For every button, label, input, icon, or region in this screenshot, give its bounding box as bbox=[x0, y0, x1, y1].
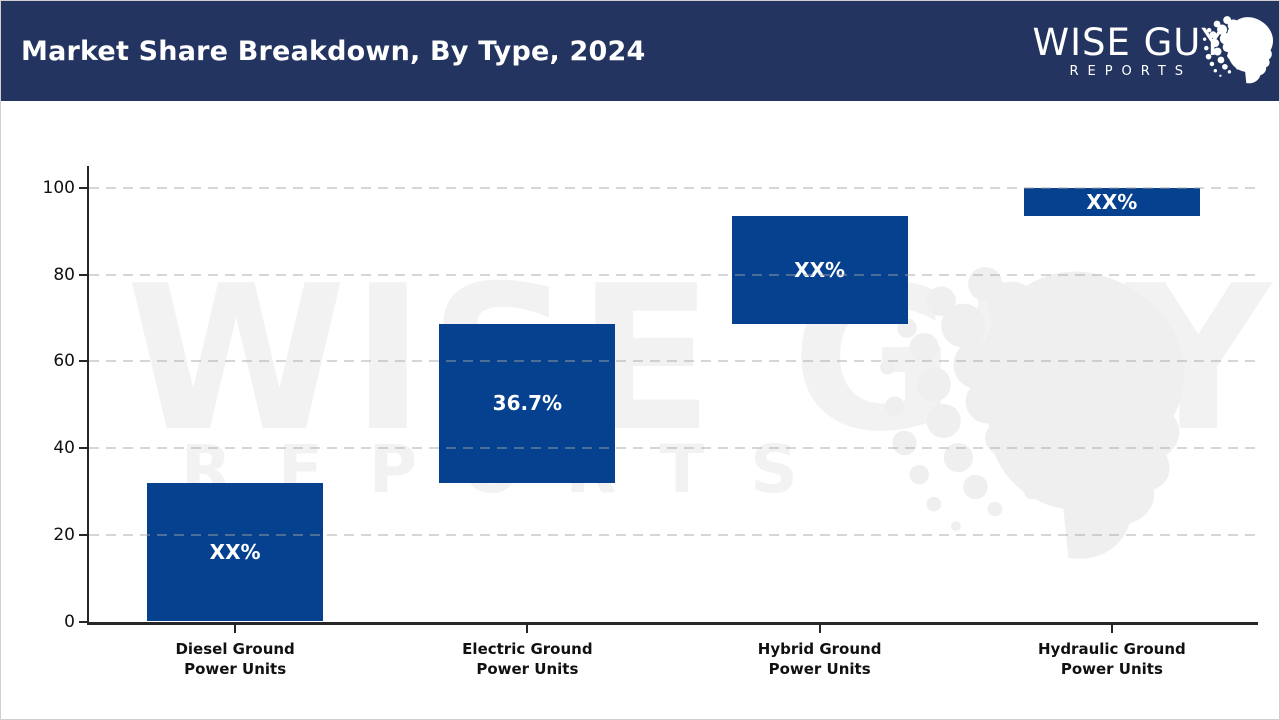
x-axis-category-line: Hybrid Ground bbox=[757, 639, 882, 658]
gridline bbox=[89, 533, 1258, 536]
x-axis-spine bbox=[87, 621, 1258, 625]
brand-subtitle: REPORTS bbox=[1069, 63, 1193, 79]
header-bar: Market Share Breakdown, By Type, 2024 WI… bbox=[1, 1, 1279, 101]
y-axis-tick-label: 60 bbox=[53, 351, 75, 372]
y-axis-tick bbox=[79, 186, 87, 189]
bar-value-label: XX% bbox=[794, 257, 846, 282]
brand-logo: WISE GUY REPORTS bbox=[1032, 8, 1279, 94]
y-axis-tick bbox=[79, 447, 87, 450]
bar-segment: XX% bbox=[147, 482, 324, 622]
bar-segment: XX% bbox=[1023, 187, 1200, 216]
bar-value-label: 36.7% bbox=[492, 391, 563, 416]
y-axis-tick-label: 100 bbox=[42, 177, 75, 198]
bar-segment: XX% bbox=[731, 215, 908, 324]
bar-segment: 36.7% bbox=[439, 323, 616, 483]
gridline bbox=[89, 447, 1258, 450]
x-axis-category-label: Hybrid Ground Power Units bbox=[758, 639, 882, 679]
gridline bbox=[89, 360, 1258, 363]
bar-value-label: XX% bbox=[209, 540, 261, 565]
x-axis-category-line: Power Units bbox=[476, 659, 579, 678]
y-axis-tick bbox=[79, 533, 87, 536]
x-axis-category-line: Power Units bbox=[184, 659, 287, 678]
y-axis-tick-label: 80 bbox=[53, 264, 75, 285]
gridline bbox=[89, 186, 1258, 189]
x-axis-category-label: Hydraulic Ground Power Units bbox=[1038, 639, 1186, 679]
x-axis-category-label: Electric Ground Power Units bbox=[462, 639, 592, 679]
y-axis-spine bbox=[87, 166, 89, 625]
x-axis-tick bbox=[234, 625, 237, 633]
chart-title: Market Share Breakdown, By Type, 2024 bbox=[21, 35, 646, 67]
bar-value-label: XX% bbox=[1086, 189, 1138, 214]
x-axis-tick bbox=[818, 625, 821, 633]
y-axis-tick bbox=[79, 360, 87, 363]
y-axis-tick bbox=[79, 620, 87, 623]
x-axis-category-line: Power Units bbox=[768, 659, 871, 678]
brand-face-icon bbox=[1202, 16, 1274, 84]
x-axis-tick bbox=[1110, 625, 1113, 633]
watermark-face-icon bbox=[880, 266, 1185, 559]
y-axis-tick-label: 20 bbox=[53, 524, 75, 545]
x-axis-tick bbox=[526, 625, 529, 633]
x-axis-category-line: Hydraulic Ground bbox=[1037, 639, 1186, 658]
x-axis-category-line: Diesel Ground bbox=[175, 639, 295, 658]
x-axis-category-label: Diesel Ground Power Units bbox=[175, 639, 294, 679]
brand-name: WISE GUY bbox=[1032, 20, 1225, 64]
brand-logo-text: WISE GUY REPORTS bbox=[1032, 20, 1225, 79]
y-axis-tick bbox=[79, 273, 87, 276]
y-axis-tick-label: 0 bbox=[64, 611, 75, 632]
x-axis-category-line: Power Units bbox=[1060, 659, 1163, 678]
y-axis-tick-label: 40 bbox=[53, 438, 75, 459]
gridline bbox=[89, 273, 1258, 276]
x-axis-category-line: Electric Ground bbox=[462, 639, 593, 658]
